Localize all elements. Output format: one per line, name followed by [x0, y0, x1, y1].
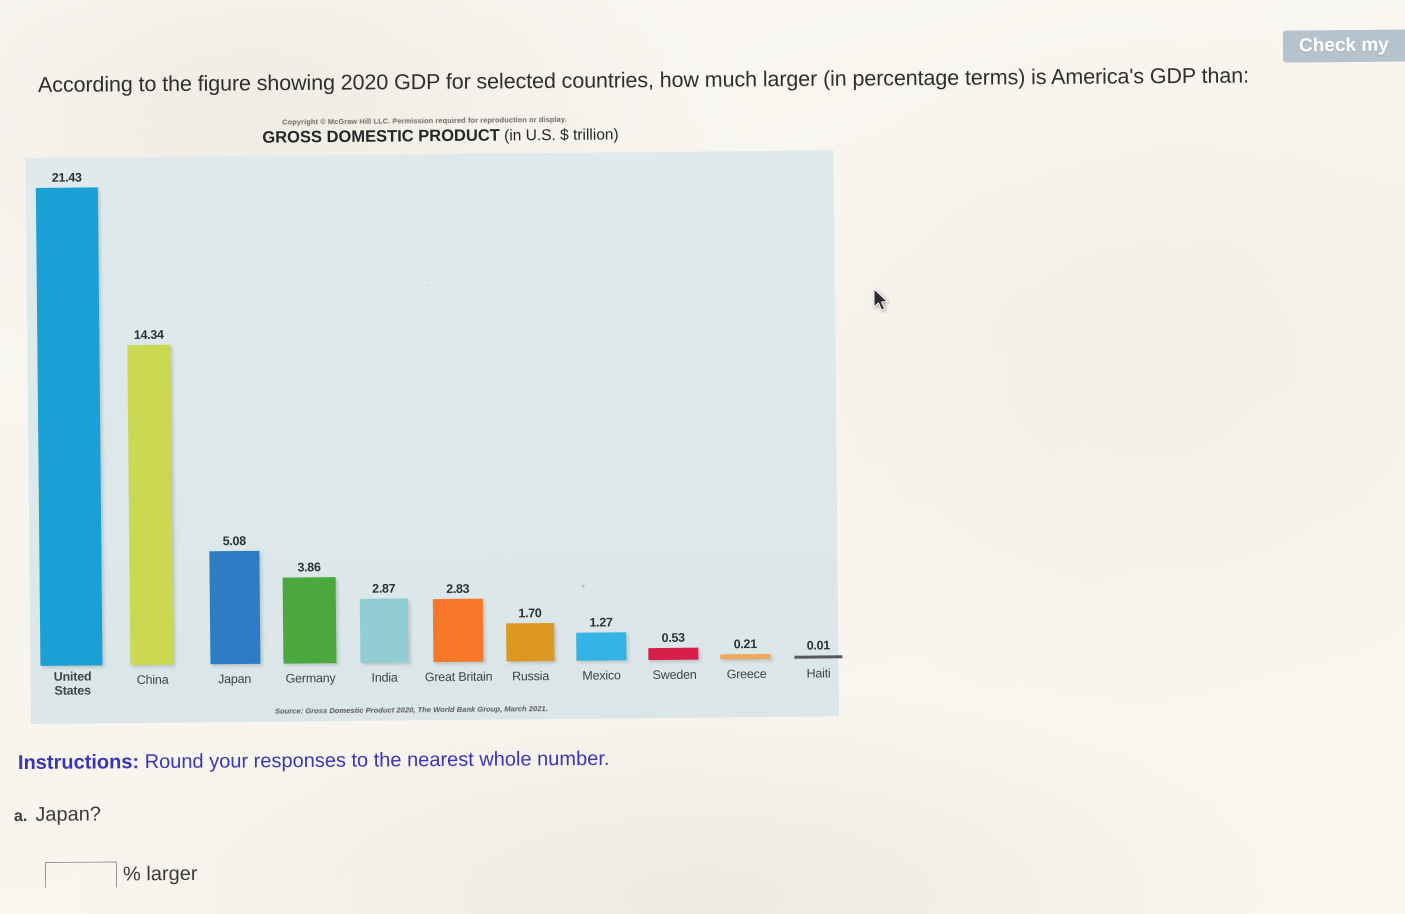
bar-value-label: 1.27 [589, 615, 613, 630]
bar-japan: 5.08 [209, 533, 261, 665]
part-a-answer-unit: % larger [122, 862, 198, 885]
bar-value-label: 14.34 [133, 327, 164, 343]
bar-category-label: Germany [285, 670, 336, 686]
question-text: According to the figure showing 2020 GDP… [37, 63, 1249, 97]
bar-united-states: 21.43 [35, 170, 103, 666]
figure-title: GROSS DOMESTIC PRODUCT (in U.S. $ trilli… [262, 125, 682, 148]
bar-category-label: Haiti [806, 665, 831, 681]
bar-rect [576, 631, 627, 661]
bar-russia: 1.70 [506, 606, 555, 662]
bar-value-label: 3.86 [297, 560, 321, 575]
figure-copyright: Copyright © McGraw Hill LLC. Permission … [282, 114, 567, 127]
bar-rect [209, 550, 261, 665]
instructions-label: Instructions: [17, 751, 140, 774]
bar-rect [127, 344, 174, 666]
instructions-text: Round your responses to the nearest whol… [139, 747, 610, 774]
bar-sweden: 0.53 [648, 630, 699, 661]
bar-greece: 0.21 [720, 637, 771, 660]
gdp-figure: Copyright © McGraw Hill LLC. Permission … [0, 104, 873, 737]
part-a-question: a. Japan? [14, 803, 101, 827]
figure-title-main: GROSS DOMESTIC PRODUCT [262, 126, 500, 147]
bar-germany: 3.86 [282, 560, 337, 664]
bar-category-label: Mexico [582, 667, 621, 683]
part-a-answer-input[interactable] [44, 861, 118, 888]
bar-rect [282, 576, 337, 664]
figure-title-sub: (in U.S. $ trillion) [499, 126, 619, 145]
part-a-letter: a. [13, 807, 28, 825]
bar-category-label: Russia [511, 668, 550, 683]
bar-haiti: 0.01 [794, 638, 843, 659]
bar-china: 14.34 [127, 327, 174, 666]
bar-category-label: Greece [726, 666, 767, 681]
part-a-answer-row: % larger [44, 861, 198, 888]
bar-rect [794, 655, 843, 659]
bar-category-label: United States [53, 669, 92, 698]
bar-value-label: 2.83 [446, 581, 470, 596]
check-my-work-button[interactable]: Check my [1282, 29, 1405, 63]
bar-rect [720, 654, 771, 660]
bar-value-label: 2.87 [372, 581, 396, 596]
bar-value-label: 0.01 [806, 638, 830, 653]
chart-bars: 21.43 14.34 5.08 3.86 2.87 2.83 1.70 1.27 0.53 0.… [26, 158, 843, 666]
bar-rect [648, 647, 699, 661]
part-a-label: Japan? [35, 803, 102, 826]
bar-category-label: China [136, 672, 169, 687]
bar-rect [432, 598, 484, 663]
check-my-work-label: Check my [1298, 34, 1389, 57]
bar-category-label: Japan [217, 671, 252, 686]
chart-plot-area: 21.43 14.34 5.08 3.86 2.87 2.83 1.70 1.27 0.53 0.… [25, 150, 843, 725]
bar-category-label: Sweden [652, 667, 697, 682]
bar-value-label: 0.53 [661, 630, 685, 646]
bar-value-label: 1.70 [518, 606, 542, 621]
bar-rect [506, 623, 555, 662]
bar-rect [359, 598, 409, 663]
bar-great-britain: 2.83 [432, 581, 484, 663]
bar-value-label: 21.43 [51, 170, 82, 185]
bar-rect [35, 187, 103, 666]
mouse-cursor-icon [873, 288, 889, 311]
bar-mexico: 1.27 [576, 615, 627, 661]
bar-value-label: 5.08 [222, 533, 246, 548]
instructions: Instructions: Round your responses to th… [18, 748, 610, 775]
bar-value-label: 0.21 [733, 637, 757, 652]
bar-india: 2.87 [359, 581, 409, 663]
